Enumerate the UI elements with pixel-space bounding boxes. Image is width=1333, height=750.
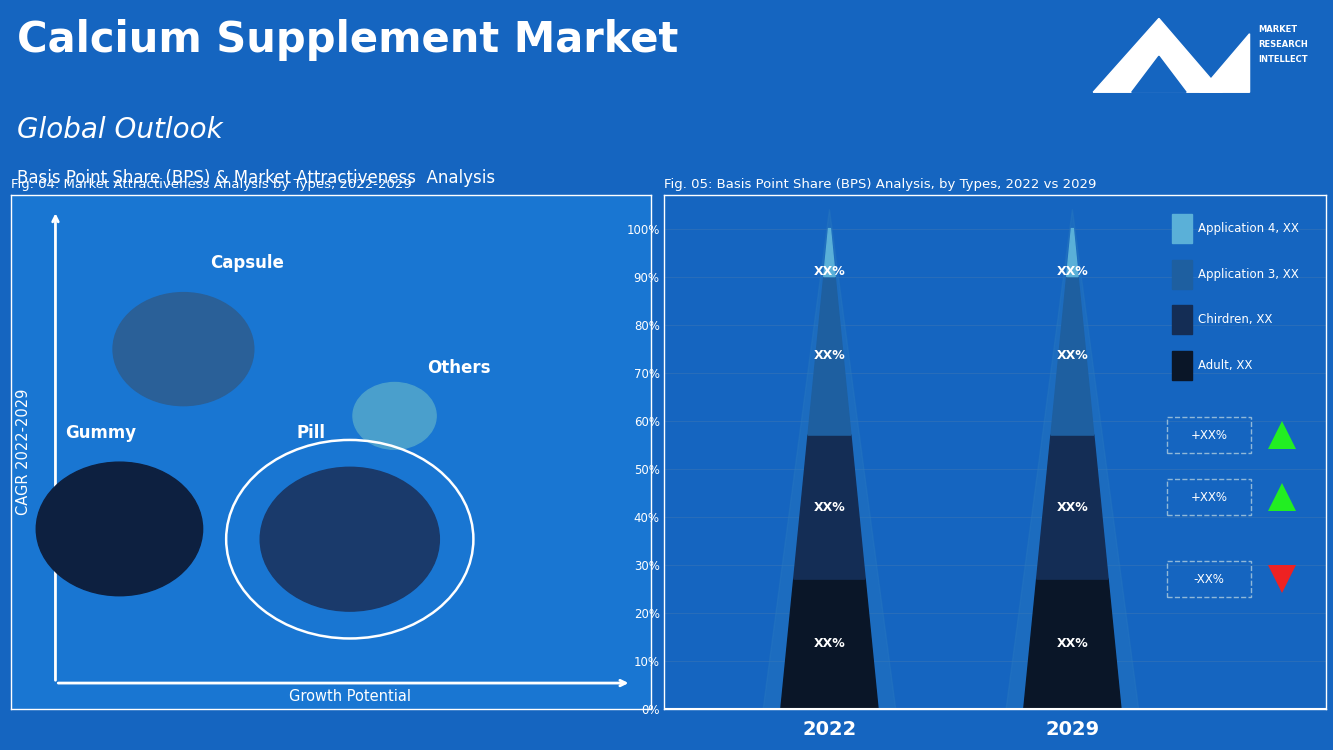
Text: INTELLECT: INTELLECT xyxy=(1258,56,1308,64)
Text: +XX%: +XX% xyxy=(1190,428,1228,442)
Polygon shape xyxy=(1037,435,1108,579)
Text: XX%: XX% xyxy=(1057,350,1088,362)
Text: XX%: XX% xyxy=(813,638,845,650)
Text: CAGR 2022-2029: CAGR 2022-2029 xyxy=(16,388,31,515)
Text: Application 3, XX: Application 3, XX xyxy=(1198,268,1298,280)
Circle shape xyxy=(353,382,436,449)
Text: Others: Others xyxy=(427,359,491,377)
Polygon shape xyxy=(824,229,836,277)
Text: XX%: XX% xyxy=(813,350,845,362)
Text: MARKET: MARKET xyxy=(1258,25,1298,34)
Polygon shape xyxy=(1050,277,1094,435)
Polygon shape xyxy=(1066,229,1078,277)
Text: Growth Potential: Growth Potential xyxy=(289,688,411,703)
FancyBboxPatch shape xyxy=(1172,351,1192,380)
Circle shape xyxy=(113,292,253,406)
Text: Global Outlook: Global Outlook xyxy=(17,116,223,144)
Polygon shape xyxy=(764,209,896,709)
Text: RESEARCH: RESEARCH xyxy=(1258,40,1309,49)
Text: XX%: XX% xyxy=(1057,500,1088,514)
Text: Application 4, XX: Application 4, XX xyxy=(1198,222,1300,235)
Circle shape xyxy=(36,462,203,596)
Text: Adult, XX: Adult, XX xyxy=(1198,359,1253,372)
Polygon shape xyxy=(1132,56,1186,92)
Text: +XX%: +XX% xyxy=(1190,491,1228,504)
Text: Chirdren, XX: Chirdren, XX xyxy=(1198,314,1273,326)
FancyBboxPatch shape xyxy=(1172,214,1192,243)
FancyBboxPatch shape xyxy=(1172,260,1192,289)
Text: Calcium Supplement Market: Calcium Supplement Market xyxy=(17,19,678,61)
Polygon shape xyxy=(1200,34,1249,92)
Polygon shape xyxy=(781,579,878,709)
Text: -XX%: -XX% xyxy=(1194,572,1225,586)
Polygon shape xyxy=(793,435,865,579)
Polygon shape xyxy=(808,277,850,435)
Circle shape xyxy=(260,467,440,611)
Text: Pill: Pill xyxy=(297,424,325,442)
Text: XX%: XX% xyxy=(1057,638,1088,650)
Text: XX%: XX% xyxy=(813,266,845,278)
Text: Gummy: Gummy xyxy=(65,424,136,442)
FancyBboxPatch shape xyxy=(1172,305,1192,334)
Polygon shape xyxy=(1093,19,1222,92)
Polygon shape xyxy=(1024,579,1121,709)
Text: Fig. 04: Market Attractiveness Analysis by Types, 2022-2029: Fig. 04: Market Attractiveness Analysis … xyxy=(11,178,412,191)
Text: Capsule: Capsule xyxy=(211,254,284,272)
Text: Fig. 05: Basis Point Share (BPS) Analysis, by Types, 2022 vs 2029: Fig. 05: Basis Point Share (BPS) Analysi… xyxy=(664,178,1096,191)
Text: XX%: XX% xyxy=(1057,266,1088,278)
Polygon shape xyxy=(1006,209,1138,709)
Text: Basis Point Share (BPS) & Market Attractiveness  Analysis: Basis Point Share (BPS) & Market Attract… xyxy=(17,169,496,187)
Text: XX%: XX% xyxy=(813,500,845,514)
